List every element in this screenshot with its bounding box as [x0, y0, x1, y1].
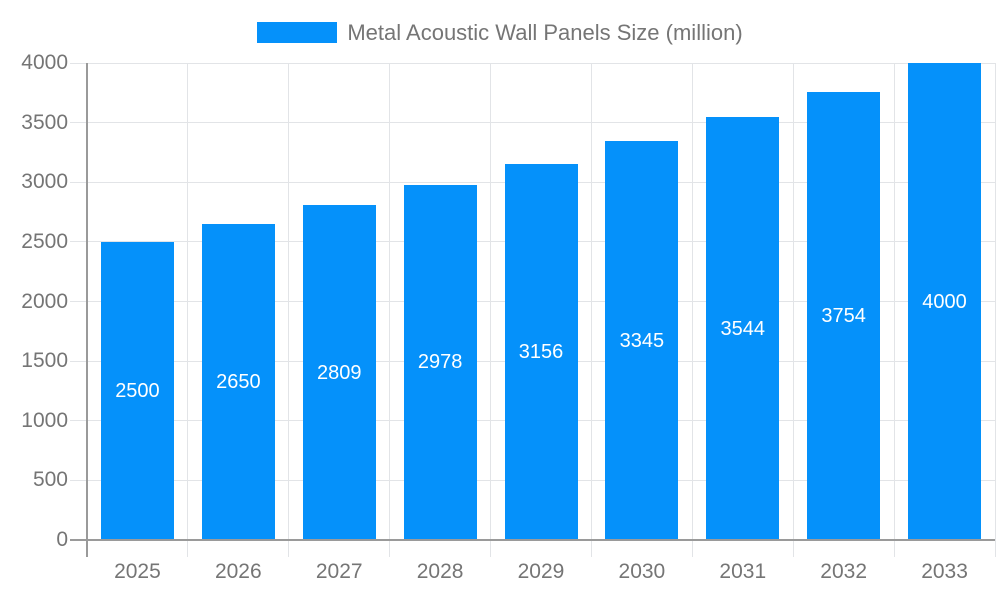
x-gridline: [994, 63, 996, 540]
y-gridline: [70, 122, 995, 124]
x-tick: [187, 540, 189, 557]
x-tick: [792, 540, 794, 557]
x-gridline: [590, 63, 592, 540]
x-gridline: [893, 63, 895, 540]
x-tick: [994, 540, 996, 557]
bar-value-label: 3754: [821, 305, 866, 328]
y-axis-label: 3500: [21, 110, 68, 134]
x-axis-label: 2026: [214, 560, 262, 583]
y-axis-label: 2500: [21, 229, 68, 253]
bar-value-label: 2978: [417, 351, 463, 374]
y-axis-label: 500: [32, 468, 68, 492]
x-axis-label: 2031: [719, 560, 767, 583]
bar[interactable]: 2809: [302, 205, 376, 540]
x-axis-label: 2025: [114, 560, 161, 583]
y-axis-line: [86, 63, 88, 557]
bar[interactable]: 3544: [706, 117, 780, 540]
bar[interactable]: 2650: [201, 223, 275, 540]
x-axis-label: 2030: [618, 560, 666, 583]
y-axis-label: 3000: [21, 170, 68, 194]
x-axis-label: 2029: [517, 560, 565, 583]
y-axis-label: 1500: [21, 349, 68, 373]
x-gridline: [792, 63, 794, 540]
bar-value-label: 2809: [316, 361, 362, 384]
bar-value-label: 3156: [518, 340, 564, 363]
x-gridline: [288, 63, 290, 540]
x-tick: [389, 540, 391, 557]
x-tick: [893, 540, 895, 557]
bar-value-label: 3345: [619, 329, 665, 352]
bar[interactable]: 2978: [403, 184, 477, 540]
bar[interactable]: 3156: [504, 163, 578, 540]
bar-value-label: 2500: [115, 379, 160, 402]
legend-label: Metal Acoustic Wall Panels Size (million…: [347, 20, 743, 45]
bar[interactable]: 3345: [605, 141, 679, 540]
x-tick: [288, 540, 290, 557]
y-axis-label: 0: [56, 528, 68, 551]
bar[interactable]: 4000: [908, 63, 982, 540]
bar-value-label: 2650: [216, 370, 261, 393]
x-axis-label: 2032: [820, 560, 868, 583]
legend-swatch: [257, 22, 338, 43]
x-axis-label: 2028: [416, 560, 464, 583]
x-axis-label: 2027: [315, 560, 363, 583]
x-tick: [590, 540, 592, 557]
y-axis-label: 2000: [21, 289, 68, 313]
y-axis-label: 1000: [21, 408, 68, 432]
x-tick: [691, 540, 693, 557]
bar-value-label: 3544: [720, 317, 766, 340]
y-axis-label: 4000: [21, 51, 68, 74]
bar[interactable]: 3754: [807, 92, 881, 540]
x-tick: [490, 540, 492, 557]
bar[interactable]: 2500: [100, 241, 174, 540]
bar-value-label: 4000: [922, 290, 967, 313]
x-gridline: [389, 63, 391, 540]
x-gridline: [490, 63, 492, 540]
legend-item[interactable]: Metal Acoustic Wall Panels Size (million…: [0, 20, 1000, 45]
x-axis-line: [70, 539, 995, 541]
x-gridline: [691, 63, 693, 540]
y-gridline: [70, 62, 995, 64]
x-gridline: [187, 63, 189, 540]
x-axis-label: 2033: [921, 560, 968, 583]
